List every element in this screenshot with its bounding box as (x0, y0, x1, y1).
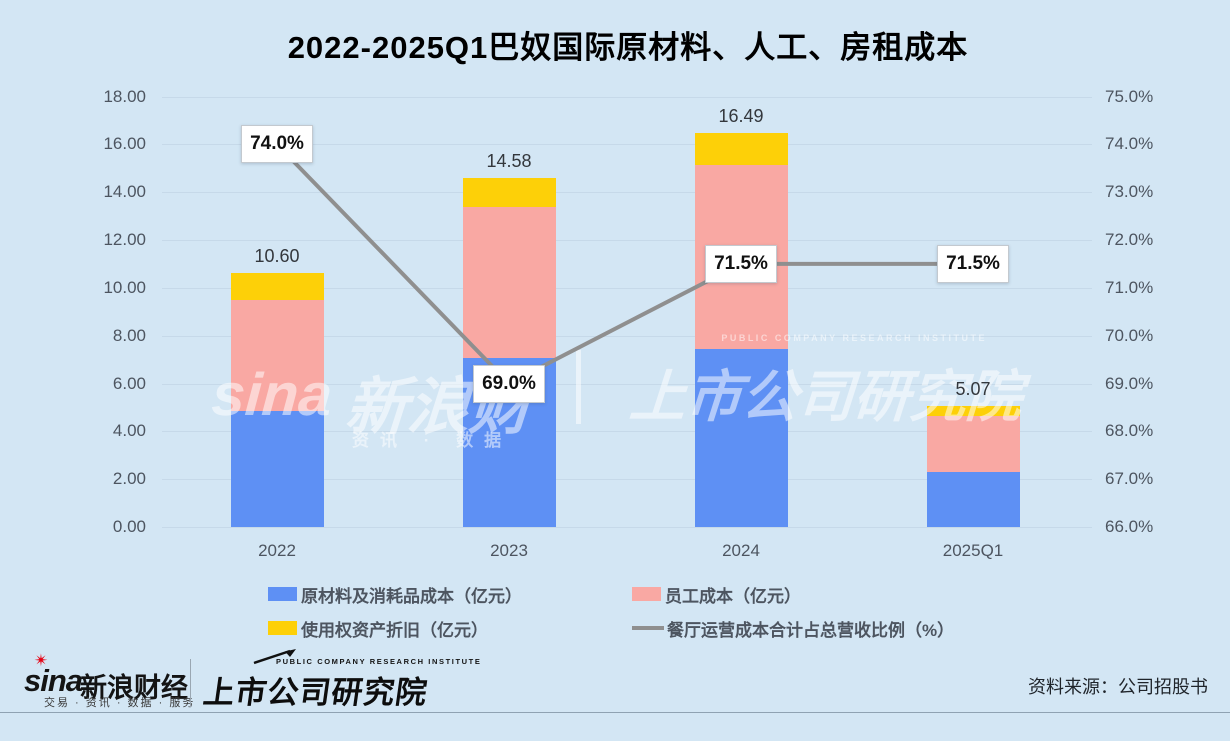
line-point-label: 74.0% (241, 125, 313, 164)
footer-divider (190, 659, 191, 707)
y-axis-left-tick: 8.00 (112, 325, 146, 345)
legend-label: 原材料及消耗品成本（亿元） (301, 586, 522, 606)
x-axis-label: 2022 (258, 541, 296, 560)
y-axis-right-tick: 73.0% (1105, 182, 1154, 202)
legend-label: 使用权资产折旧（亿元） (301, 620, 488, 640)
institute-english-text: PUBLIC COMPANY RESEARCH INSTITUTE (276, 657, 482, 666)
line-point-label: 69.0% (473, 364, 545, 403)
y-axis-right-tick: 68.0% (1105, 421, 1154, 441)
line-point-label: 71.5% (705, 244, 777, 283)
legend-item: 原材料及消耗品成本（亿元） (268, 584, 522, 606)
y-axis-left-tick: 14.00 (103, 182, 146, 202)
gridline (162, 96, 1092, 98)
institute-arrow-icon (253, 649, 296, 665)
legend-color-swatch (268, 587, 297, 601)
legend-label: 员工成本（亿元） (665, 586, 801, 606)
data-source: 资料来源：公司招股书 (1028, 677, 1208, 697)
y-axis-right-tick: 69.0% (1105, 373, 1154, 393)
sina-flame-icon: ✴ (34, 651, 49, 670)
legend-color-swatch (632, 587, 661, 601)
legend-item: 员工成本（亿元） (632, 584, 801, 606)
y-axis-right-tick: 67.0% (1105, 469, 1154, 489)
bar-segment (926, 405, 1020, 416)
sina-brand-text: 新浪财经 (80, 673, 188, 703)
y-axis-right-tick: 75.0% (1105, 86, 1154, 106)
y-axis-left-tick: 0.00 (112, 517, 146, 536)
chart-title: 2022-2025Q1巴奴国际原材料、人工、房租成本 (287, 30, 969, 65)
y-axis-right-tick: 71.0% (1105, 277, 1154, 297)
sina-logo-text: sina (24, 663, 83, 698)
legend-item: 使用权资产折旧（亿元） (268, 618, 488, 640)
x-axis-label: 2024 (722, 541, 760, 560)
y-axis-left-tick: 6.00 (112, 373, 146, 393)
footer-rule (0, 712, 1230, 713)
y-axis-right-tick: 72.0% (1105, 230, 1154, 249)
gridline (162, 431, 1092, 433)
y-axis-left-tick: 12.00 (103, 230, 146, 249)
legend-color-swatch (268, 621, 297, 635)
bar-segment (926, 472, 1020, 527)
legend-item: 餐厅运营成本合计占总营收比例（%） (632, 618, 955, 640)
y-axis-left-tick: 18.00 (103, 86, 146, 106)
gridline (162, 479, 1092, 481)
bar-total-label: 16.49 (718, 105, 764, 126)
y-axis-right-tick: 74.0% (1105, 134, 1154, 154)
bar-segment (926, 415, 1020, 473)
y-axis-right-tick: 70.0% (1105, 325, 1154, 345)
legend-label: 餐厅运营成本合计占总营收比例（%） (667, 620, 955, 640)
y-axis-left-tick: 10.00 (103, 277, 146, 297)
line-point-label: 71.5% (937, 244, 1009, 283)
y-axis-right-tick: 66.0% (1105, 517, 1154, 536)
x-axis-label: 2025Q1 (942, 541, 1004, 560)
institute-logo-text: 上市公司研究院 (201, 675, 431, 710)
x-axis-label: 2023 (490, 541, 528, 560)
y-axis-left-tick: 4.00 (112, 421, 146, 441)
y-axis-left-tick: 16.00 (103, 134, 146, 154)
sina-tagline: 交易 · 资讯 · 数据 · 服务 (44, 697, 196, 709)
bar-segment (230, 411, 324, 527)
gridline (162, 527, 1092, 528)
y-axis-left-tick: 2.00 (112, 469, 146, 489)
legend-line-swatch (632, 626, 664, 630)
